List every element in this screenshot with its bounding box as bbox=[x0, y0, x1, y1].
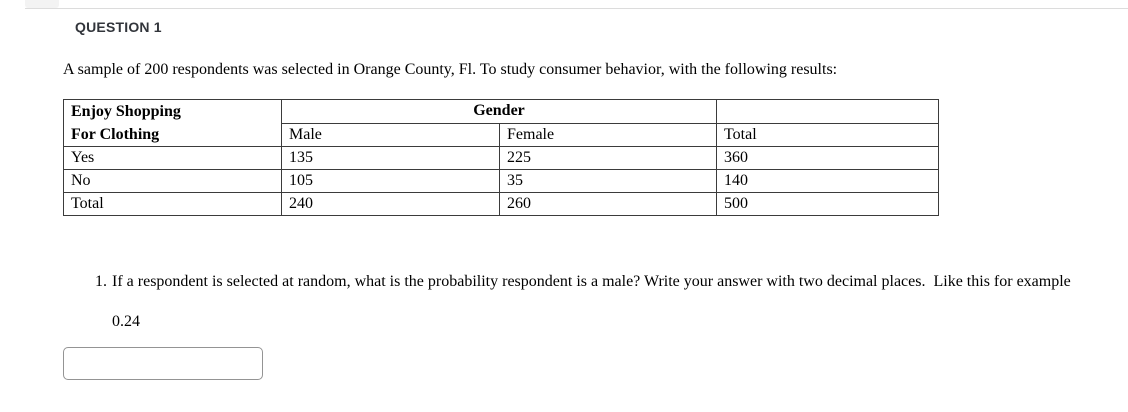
cell-value: 140 bbox=[716, 169, 939, 193]
cell-value: 135 bbox=[281, 146, 500, 170]
row-label: Total bbox=[63, 192, 282, 216]
question-heading: QUESTION 1 bbox=[75, 19, 162, 35]
corner-label-line1: Enjoy Shopping bbox=[71, 103, 181, 120]
sub-question-1: 1. If a respondent is selected at random… bbox=[95, 262, 1087, 342]
gender-group-header: Gender bbox=[281, 99, 717, 124]
panel-top-border bbox=[25, 8, 1128, 9]
results-table: Enjoy Shopping For Clothing Gender Male … bbox=[63, 99, 939, 216]
sub-question-text: If a respondent is selected at random, w… bbox=[112, 273, 1071, 330]
table-row: Yes 135 225 360 bbox=[63, 146, 939, 170]
column-header-female: Female bbox=[499, 122, 717, 147]
table-row: Total 240 260 500 bbox=[63, 192, 939, 216]
cell-value: 260 bbox=[499, 192, 717, 216]
cell-value: 360 bbox=[716, 146, 939, 170]
table-row: No 105 35 140 bbox=[63, 169, 939, 193]
answer-input[interactable] bbox=[63, 347, 263, 380]
row-label: No bbox=[63, 169, 282, 193]
cell-value: 500 bbox=[716, 192, 939, 216]
cell-value: 225 bbox=[499, 146, 717, 170]
table-corner-cell: Enjoy Shopping For Clothing bbox=[63, 99, 282, 147]
panel-corner-fragment bbox=[25, 0, 59, 8]
sub-question-number: 1. bbox=[95, 273, 107, 290]
corner-label-line2: For Clothing bbox=[71, 126, 160, 143]
question-intro-text: A sample of 200 respondents was selected… bbox=[63, 61, 838, 78]
row-label: Yes bbox=[63, 146, 282, 170]
table-header-row-group: Enjoy Shopping For Clothing Gender bbox=[63, 99, 939, 147]
column-header-total: Total bbox=[716, 122, 939, 147]
column-header-male: Male bbox=[281, 122, 500, 147]
cell-value: 35 bbox=[499, 169, 717, 193]
cell-value: 105 bbox=[281, 169, 500, 193]
table-header-row-columns: Male Female Total bbox=[64, 122, 939, 147]
cell-value: 240 bbox=[281, 192, 500, 216]
empty-header-cell bbox=[716, 99, 939, 124]
